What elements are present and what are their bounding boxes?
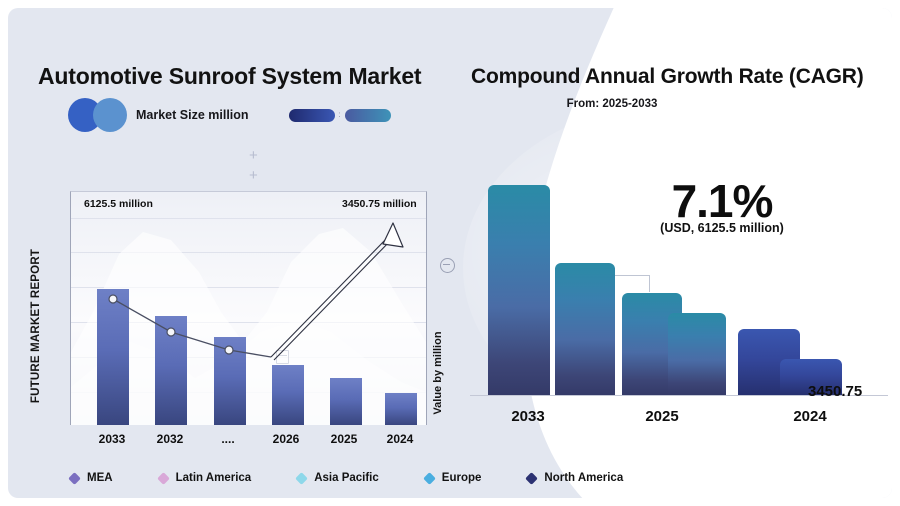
cagr-usd-note: (USD, 6125.5 million) [660, 221, 784, 235]
value-annotation-left: 6125.5 million [84, 198, 153, 210]
value-annotation-right: 3450.75 million [342, 198, 417, 210]
bar-2026 [272, 365, 304, 425]
legend-label: North America [544, 472, 624, 484]
cagr-bar-chart: 2033 2025 2024 [470, 148, 888, 433]
x-label-2025: 2025 [645, 408, 679, 425]
x-label-2026: 2026 [272, 432, 300, 446]
x-label-2025: 2025 [330, 432, 358, 446]
x-axis-labels-left: 2033 2032 .... 2026 2025 2024 [70, 432, 425, 452]
legend-item-asia-pacific[interactable]: Asia Pacific [295, 471, 379, 485]
cagr-subtitle: From: 2025-2033 [566, 98, 658, 110]
bar-2024 [385, 393, 417, 425]
legend-marker-icon [422, 471, 436, 485]
x-label-2024: 2024 [793, 408, 827, 425]
bar-2033-secondary [555, 263, 615, 395]
x-label-2024: 2024 [386, 432, 414, 446]
market-size-bar-chart [70, 191, 427, 425]
bar-group-left [71, 192, 426, 425]
x-label-2033: 2033 [511, 408, 545, 425]
legend-label: Asia Pacific [314, 472, 379, 484]
legend-item-north-america[interactable]: North America [525, 471, 624, 485]
legend-marker-icon [68, 471, 81, 485]
cagr-value: 7.1% [671, 175, 774, 227]
overlapping-circles-logo-icon [68, 98, 130, 132]
x-label-ellipsis: .... [221, 432, 235, 446]
logo-legend-row: Market Size million : [68, 98, 391, 132]
pill-separator: : [338, 110, 341, 119]
cagr-title: Compound Annual Growth Rate (CAGR) [471, 65, 864, 88]
y-axis-label-right: Value by million [432, 331, 444, 415]
y-axis-label-left: FUTURE MARKET REPORT [30, 248, 42, 404]
circle-minus-icon [440, 258, 455, 273]
bar-2025-secondary [668, 313, 726, 395]
legend-label: Europe [441, 472, 482, 484]
logo-caption: Market Size million [136, 108, 249, 122]
x-label-2033: 2033 [98, 432, 126, 446]
legend-item-latin-america[interactable]: Latin America [156, 471, 252, 485]
bar-2025 [330, 378, 362, 425]
gradient-pill-navy-icon [288, 108, 335, 122]
trend-line-overlay [71, 192, 426, 425]
legend-marker-icon [525, 471, 539, 485]
legend-marker-icon [156, 471, 170, 485]
legend-label: Latin America [175, 472, 252, 484]
bar-data-label: 3450.75 [808, 383, 863, 400]
legend-marker-icon [295, 471, 309, 485]
bar-2024-secondary [780, 359, 842, 395]
pill-legend-group: : [288, 108, 391, 122]
bar-2033 [97, 289, 129, 425]
gradient-pill-teal-icon [344, 108, 391, 122]
page-title: Automotive Sunroof System Market [38, 63, 422, 89]
legend: MEA Latin America Asia Pacific Europe No… [68, 471, 624, 485]
plus-icon: + [249, 147, 258, 164]
plus-icon: + [249, 167, 258, 184]
legend-item-mea[interactable]: MEA [68, 471, 113, 485]
chart-baseline [470, 395, 888, 396]
x-label-2032: 2032 [156, 432, 184, 446]
legend-label: MEA [87, 472, 113, 484]
background-panel: Automotive Sunroof System Market Market … [8, 8, 892, 498]
bar-2033-primary [488, 185, 550, 395]
legend-item-europe[interactable]: Europe [422, 471, 482, 485]
